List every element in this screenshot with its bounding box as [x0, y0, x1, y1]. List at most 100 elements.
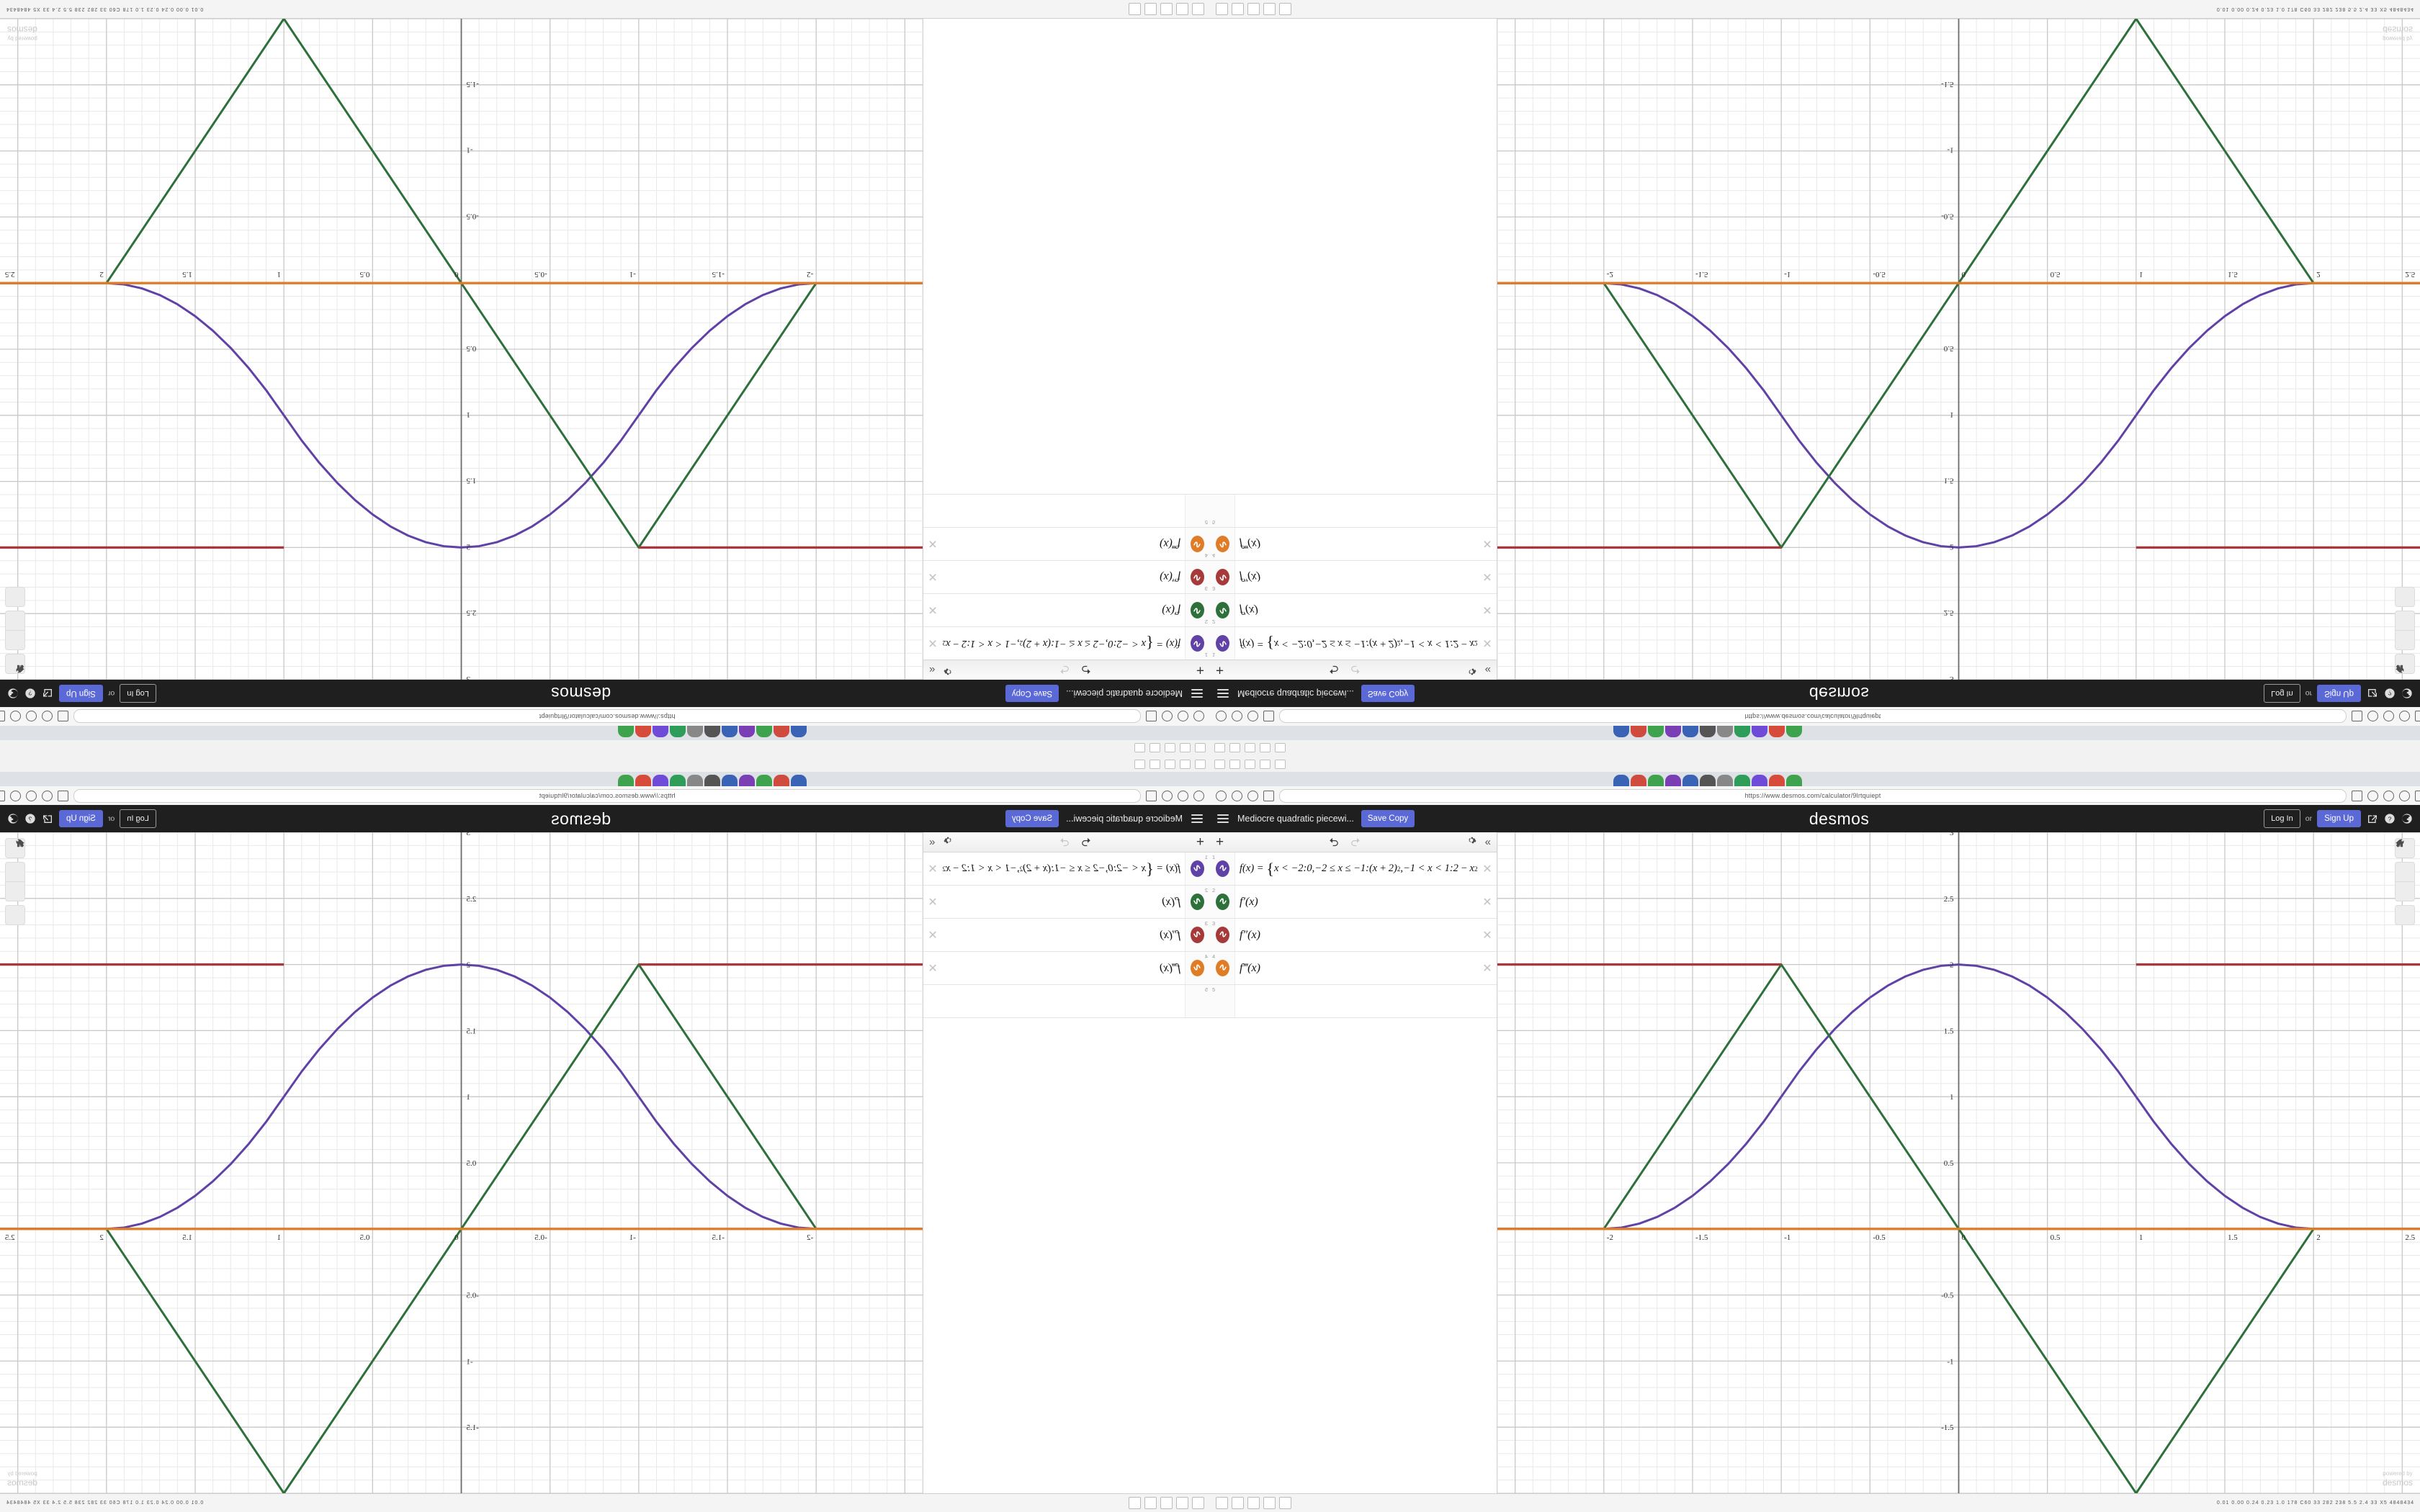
expression-formula[interactable]	[1235, 985, 1497, 1017]
bookmark-icon[interactable]	[1245, 759, 1255, 769]
extensions-icon[interactable]	[26, 790, 37, 801]
zoom-in-button[interactable]	[2395, 631, 2415, 672]
expression-formula[interactable]: f ′(x)	[1162, 895, 1180, 908]
expression-formula[interactable]: f ′(x)	[1240, 895, 1258, 908]
profile-icon[interactable]	[10, 790, 21, 801]
share-icon[interactable]	[42, 688, 54, 700]
tab-icon[interactable]	[1648, 775, 1664, 786]
taskbar-icon[interactable]	[1263, 1497, 1276, 1509]
expression-row[interactable]: 1 ∿ f(x) = {x < −2:0,−2 ≤ x ≤ −1:(x + 2)…	[923, 626, 1210, 660]
home-nav-icon[interactable]	[1146, 711, 1157, 722]
document-title[interactable]: Mediocre quadratic piecewi...	[1237, 688, 1354, 698]
url-input[interactable]: https://www.desmos.com/calculator/9lrtqu…	[1279, 788, 2347, 803]
expression-formula[interactable]: f ″(x)	[1160, 928, 1180, 941]
color-swatch-button[interactable]: ∿	[1215, 569, 1229, 585]
expression-row[interactable]: 2 ∿ f ′(x) ✕	[923, 886, 1210, 919]
url-input[interactable]: https://www.desmos.com/calculator/9lrtqu…	[1279, 709, 2347, 724]
tab-icon[interactable]	[1734, 775, 1750, 786]
tab-icon[interactable]	[618, 775, 634, 786]
taskbar-icon[interactable]	[1160, 1497, 1173, 1509]
language-globe-icon[interactable]	[7, 813, 19, 825]
color-swatch-button[interactable]: ∿	[1191, 569, 1205, 585]
tab-icon[interactable]	[687, 775, 703, 786]
browser-tab-strip[interactable]	[1210, 772, 2420, 786]
home-nav-icon[interactable]	[1146, 790, 1157, 801]
color-swatch-button[interactable]: ∿	[1191, 960, 1205, 976]
translate-icon[interactable]	[2352, 790, 2362, 801]
taskbar-icons[interactable]	[1129, 1497, 1204, 1509]
expression-formula[interactable]: f ′(x)	[1162, 604, 1180, 617]
browser-tab-strip[interactable]	[1210, 726, 2420, 740]
tab-icon[interactable]	[635, 726, 651, 737]
document-title[interactable]: Mediocre quadratic piecewi...	[1066, 814, 1183, 824]
back-icon[interactable]	[1216, 790, 1227, 801]
bookmark-star-icon[interactable]	[42, 711, 53, 722]
bookmark-star-icon[interactable]	[2367, 790, 2378, 801]
undo-icon[interactable]	[1329, 665, 1340, 675]
sign-up-button[interactable]: Sign Up	[59, 810, 103, 827]
log-in-button[interactable]: Log In	[120, 684, 156, 703]
graph-canvas[interactable]: -2 -1.5 -1 -0.5 0 0.5 1 1.5 2 2.5 -1.5 -1 -0.5 0.5 1 1.…	[0, 19, 923, 680]
taskbar-icon[interactable]	[1247, 3, 1260, 15]
browser-bookmarks-bar[interactable]	[1210, 756, 2420, 773]
help-icon[interactable]: ?	[2383, 813, 2396, 825]
add-expression-button[interactable]: +	[1216, 662, 1224, 678]
expression-formula[interactable]: f ″(x)	[1160, 571, 1180, 584]
reload-icon[interactable]	[1247, 711, 1258, 722]
graph-canvas[interactable]: -2 -1.5 -1 -0.5 0 0.5 1 1.5 2 2.5 -1.5 -1 -0.5 0.5 1 1.…	[1497, 832, 2420, 1493]
color-swatch-button[interactable]: ∿	[1215, 602, 1229, 618]
expression-row[interactable]: 3 ∿ f ″(x) ✕	[923, 919, 1210, 952]
home-icon[interactable]	[5, 839, 25, 925]
bookmark-icon[interactable]	[1150, 743, 1160, 753]
expression-row[interactable]: 3 ∿ f ″(x) ✕	[1210, 919, 1497, 952]
zoom-out-button[interactable]	[5, 611, 25, 670]
taskbar-icon[interactable]	[1216, 1497, 1228, 1509]
home-nav-icon[interactable]	[1263, 790, 1274, 801]
delete-expression-button[interactable]: ✕	[928, 570, 938, 583]
expression-formula[interactable]: f ″(x)	[1240, 928, 1260, 941]
expression-row[interactable]: 1 ∿ f(x) = {x < −2:0,−2 ≤ x ≤ −1:(x + 2)…	[1210, 626, 1497, 660]
taskbar-icon[interactable]	[1176, 3, 1188, 15]
tab-icon[interactable]	[722, 726, 738, 737]
expression-formula[interactable]: f ‴(x)	[1160, 538, 1180, 551]
bookmark-icon[interactable]	[1195, 759, 1206, 769]
browser-menu-icon[interactable]	[0, 711, 5, 722]
tab-icon[interactable]	[1631, 726, 1646, 737]
expression-row[interactable]: 1 ∿ f(x) = {x < −2:0,−2 ≤ x ≤ −1:(x + 2)…	[923, 852, 1210, 886]
color-swatch-button[interactable]: ∿	[1215, 927, 1229, 943]
tab-icon[interactable]	[653, 775, 668, 786]
profile-icon[interactable]	[2399, 790, 2410, 801]
tab-icon[interactable]	[1665, 726, 1681, 737]
extensions-icon[interactable]	[2383, 790, 2394, 801]
zoom-out-button[interactable]	[5, 842, 25, 901]
taskbar-icons[interactable]	[1216, 1497, 1291, 1509]
tab-icon[interactable]	[687, 726, 703, 737]
tab-icon[interactable]	[1631, 775, 1646, 786]
expression-row-empty[interactable]: 5	[923, 985, 1210, 1018]
browser-tab-strip[interactable]	[0, 726, 1210, 740]
expression-formula[interactable]	[1235, 495, 1497, 527]
gear-icon[interactable]	[1466, 835, 1476, 849]
sign-up-button[interactable]: Sign Up	[2317, 810, 2361, 827]
browser-bookmarks-bar[interactable]	[1210, 739, 2420, 756]
save-copy-button[interactable]: Save Copy	[1361, 685, 1415, 702]
expression-formula[interactable]: f ‴(x)	[1240, 538, 1260, 551]
translate-icon[interactable]	[58, 790, 68, 801]
color-swatch-button[interactable]: ∿	[1191, 927, 1205, 943]
tab-icon[interactable]	[739, 775, 755, 786]
delete-expression-button[interactable]: ✕	[1482, 570, 1492, 583]
delete-expression-button[interactable]: ✕	[1482, 863, 1492, 876]
bookmark-icon[interactable]	[1180, 743, 1191, 753]
tab-icon[interactable]	[1717, 775, 1733, 786]
expression-row[interactable]: 2 ∿ f ′(x) ✕	[923, 593, 1210, 626]
translate-icon[interactable]	[2352, 711, 2362, 722]
delete-expression-button[interactable]: ✕	[928, 863, 938, 876]
browser-menu-icon[interactable]	[2415, 790, 2420, 801]
share-icon[interactable]	[42, 813, 54, 825]
tab-icon[interactable]	[1786, 775, 1802, 786]
help-icon[interactable]: ?	[24, 813, 37, 825]
bookmark-star-icon[interactable]	[2367, 711, 2378, 722]
browser-address-bar[interactable]: https://www.desmos.com/calculator/9lrtqu…	[1210, 706, 2420, 726]
bookmark-star-icon[interactable]	[42, 790, 53, 801]
browser-bookmarks-bar[interactable]	[0, 739, 1210, 756]
